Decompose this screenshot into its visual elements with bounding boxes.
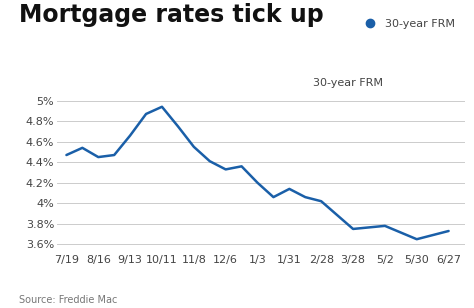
Text: Mortgage rates tick up: Mortgage rates tick up — [19, 3, 324, 27]
Text: Source: Freddie Mac: Source: Freddie Mac — [19, 295, 118, 305]
Legend: 30-year FRM: 30-year FRM — [355, 15, 459, 34]
Text: 30-year FRM: 30-year FRM — [313, 78, 383, 88]
